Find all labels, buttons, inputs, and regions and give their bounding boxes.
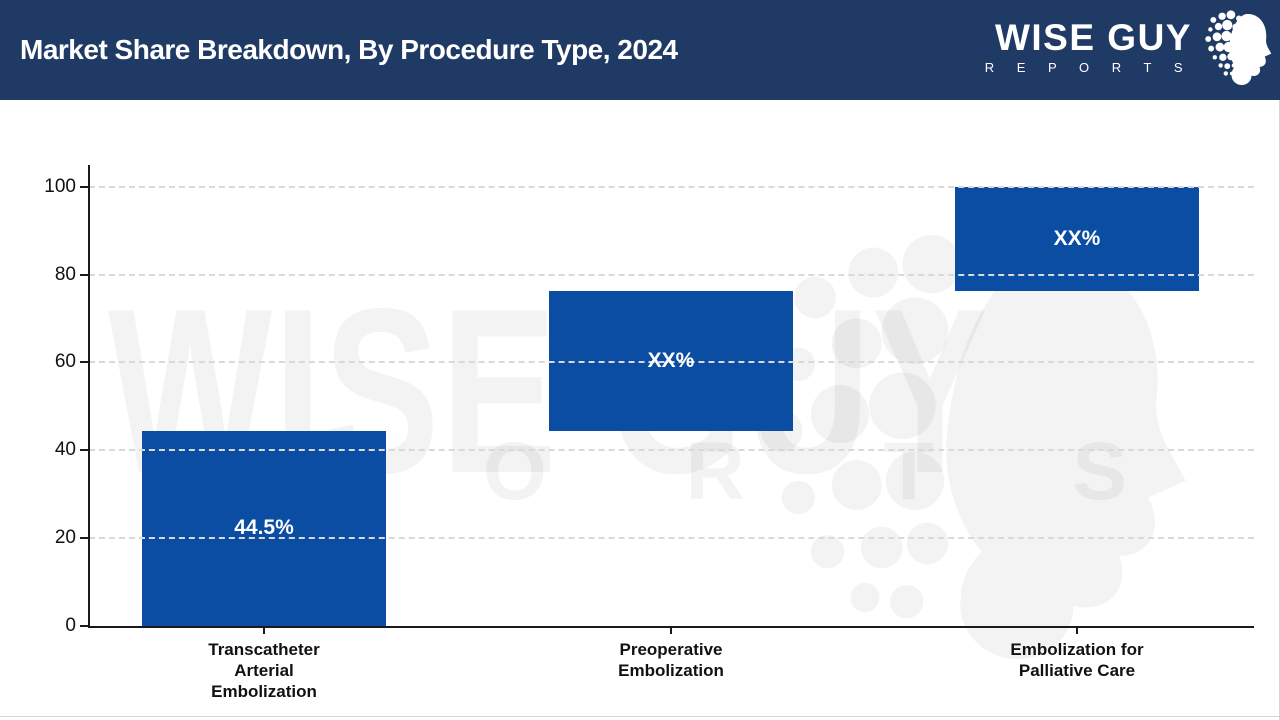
y-tick-label-40: 40: [54, 439, 76, 461]
bottom-border: [0, 716, 1280, 717]
x-axis-spine: [88, 626, 1254, 628]
watermark-head-icon: [760, 235, 1186, 660]
bar-segment-3: [955, 186, 1199, 291]
gridline-80: [89, 273, 1254, 276]
y-tick-mark-0: [80, 625, 89, 627]
y-tick-mark-20: [80, 537, 89, 540]
bar-segment-2: [549, 290, 793, 431]
bar-value-label-3: XX%: [1053, 226, 1101, 250]
page-title: Market Share Breakdown, By Procedure Typ…: [20, 34, 678, 65]
wise-guy-head-icon: [1205, 10, 1272, 86]
x-tick-mark-1: [263, 628, 265, 634]
y-tick-mark-40: [80, 449, 89, 452]
gridline-20: [89, 537, 1254, 540]
y-tick-mark-80: [80, 273, 89, 276]
category-label-1: Transcatheter Arterial Embolization: [208, 640, 320, 701]
bar-segment-1: [142, 430, 386, 626]
bar-chart: 0 20 40 60 80 100 44.5% XX% XX% Transcatheter Ar…: [0, 100, 1280, 720]
header-bar: Market Share Breakdown, By Procedure Typ…: [0, 0, 1280, 100]
y-tick-label-100: 100: [44, 175, 76, 197]
category-label-2: Preoperative Embolization: [618, 640, 724, 680]
y-axis-spine: [88, 165, 90, 628]
y-tick-mark-60: [80, 361, 89, 364]
gridline-60: [89, 361, 1254, 364]
bar-value-label-1: 44.5%: [234, 516, 294, 540]
x-tick-mark-2: [670, 628, 672, 634]
brand-logo: WISE GUY R E P O R T S: [984, 17, 1192, 76]
gridline-40: [89, 449, 1254, 452]
brand-subtitle: R E P O R T S: [984, 60, 1192, 75]
y-tick-label-20: 20: [54, 527, 76, 549]
gridline-100: [89, 185, 1254, 188]
y-tick-label-60: 60: [54, 351, 76, 373]
brand-wordmark: WISE GUY: [994, 17, 1192, 58]
x-tick-mark-3: [1076, 628, 1078, 634]
y-tick-label-80: 80: [54, 263, 76, 285]
bar-value-label-2: XX%: [647, 348, 695, 372]
category-label-3: Embolization for Palliative Care: [1010, 640, 1144, 680]
y-tick-mark-100: [80, 185, 89, 188]
y-tick-label-0: 0: [65, 615, 76, 636]
